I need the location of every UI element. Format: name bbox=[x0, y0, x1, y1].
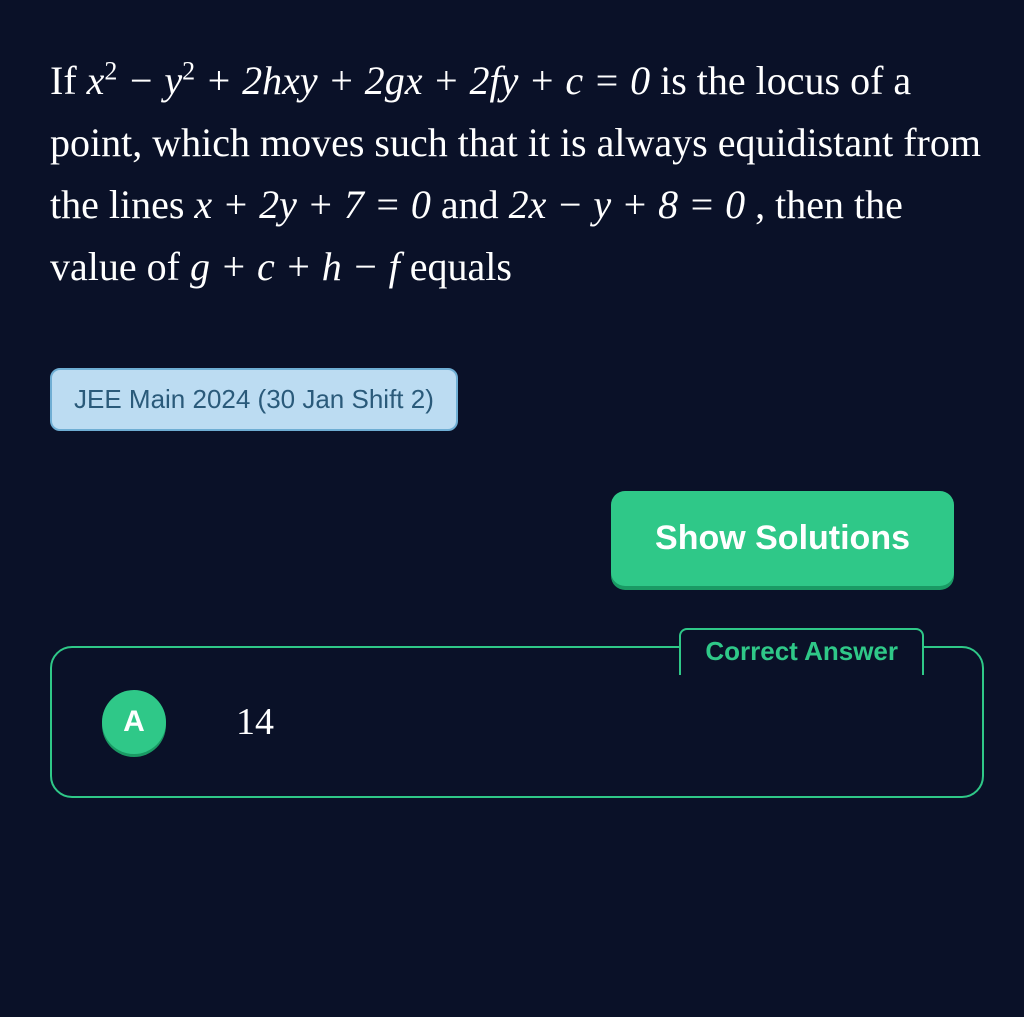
correct-answer-tab: Correct Answer bbox=[679, 628, 924, 675]
exam-tag[interactable]: JEE Main 2024 (30 Jan Shift 2) bbox=[50, 368, 458, 431]
correct-answer-section: Correct Answer A 14 bbox=[50, 646, 984, 798]
option-value: 14 bbox=[236, 700, 274, 744]
question-text: If x2 − y2 + 2hxy + 2gx + 2fy + c = 0 is… bbox=[50, 50, 984, 298]
question-suffix: equals bbox=[400, 244, 512, 289]
question-prefix: If bbox=[50, 58, 87, 103]
show-solutions-button[interactable]: Show Solutions bbox=[611, 491, 954, 586]
option-letter-badge: A bbox=[102, 690, 166, 754]
button-row: Show Solutions bbox=[50, 491, 984, 586]
question-mid2: and bbox=[431, 182, 509, 227]
